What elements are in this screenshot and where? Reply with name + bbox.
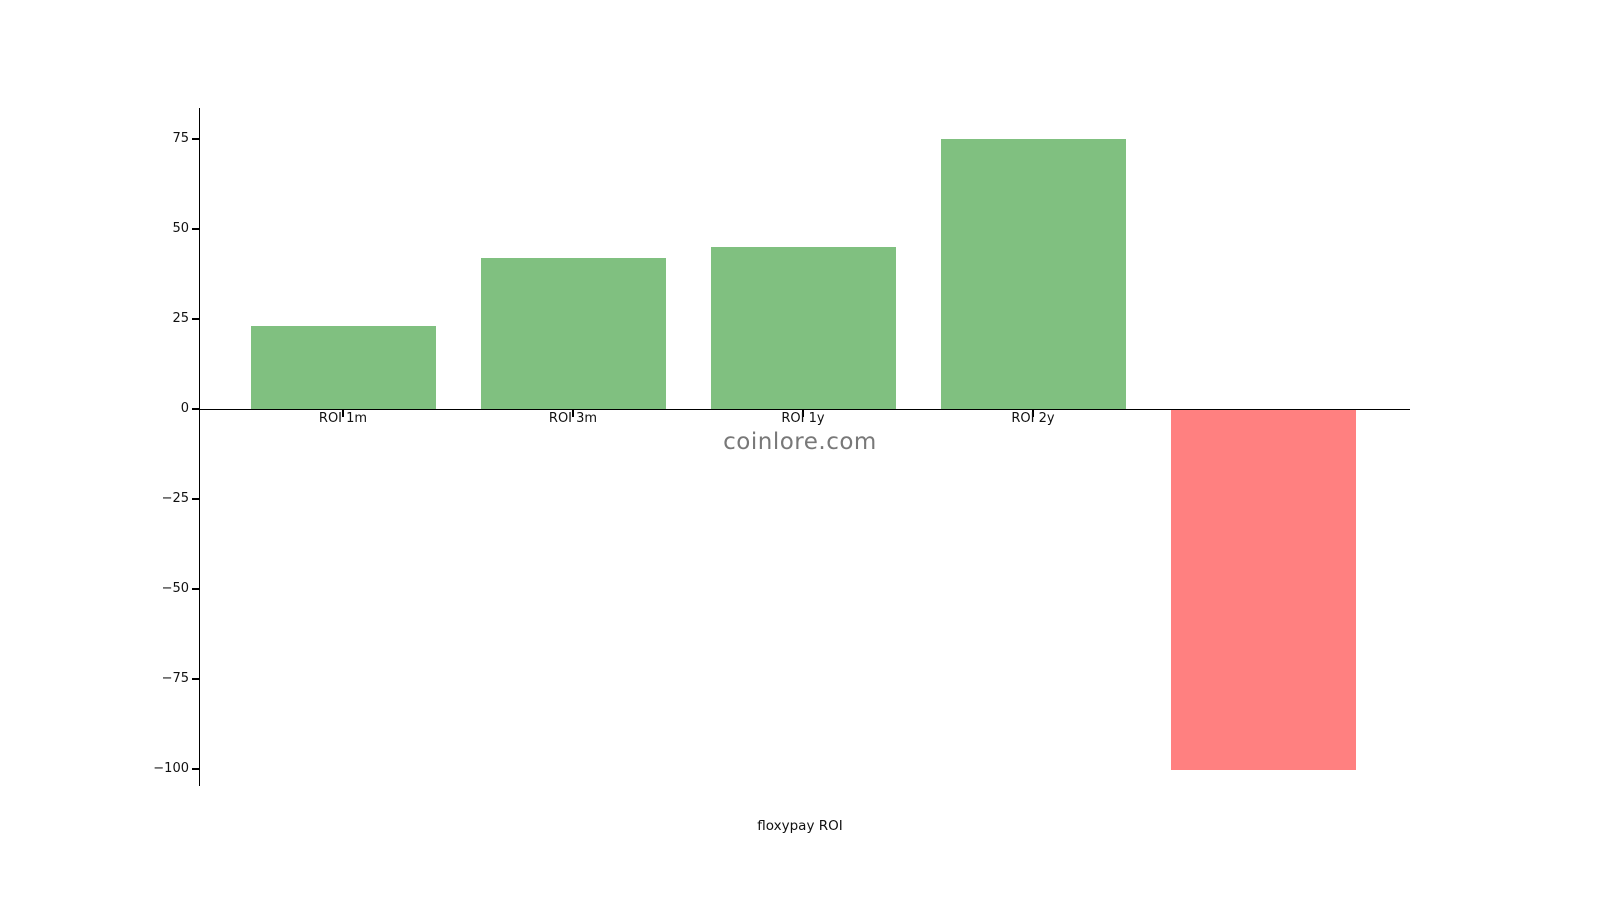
x-tick-label-roi-3m: ROI 3m (548, 411, 598, 426)
bar-roi-1m (250, 326, 436, 409)
y-tick-mark (192, 228, 199, 230)
bar-roi-2y (940, 139, 1126, 409)
x-tick-mark (342, 410, 344, 417)
x-tick-label-roi-1y: ROI 1y (781, 411, 825, 426)
y-tick-label--75: −75 (161, 671, 189, 686)
x-axis-title: floxypay ROI (757, 818, 843, 834)
bar-unlabeled-4 (1170, 410, 1356, 771)
y-tick-label-0: 0 (180, 401, 189, 416)
y-tick-mark (192, 588, 199, 590)
y-tick-label--50: −50 (161, 581, 189, 596)
x-tick-mark (802, 410, 804, 417)
y-tick-mark (192, 678, 199, 680)
bar-roi-1y (710, 247, 896, 409)
y-tick-mark (192, 768, 199, 770)
y-tick-mark (192, 498, 199, 500)
watermark-text: coinlore.com (723, 429, 877, 455)
x-tick-mark (572, 410, 574, 417)
x-tick-label-roi-1m: ROI 1m (318, 411, 368, 426)
y-tick-mark (192, 408, 199, 410)
y-tick-label--100: −100 (153, 761, 189, 776)
y-tick-mark (192, 318, 199, 320)
y-tick-label-25: 25 (172, 311, 189, 326)
y-tick-label-50: 50 (172, 221, 189, 236)
x-tick-label-roi-2y: ROI 2y (1011, 411, 1055, 426)
bar-roi-3m (480, 257, 666, 409)
y-tick-label--25: −25 (161, 491, 189, 506)
x-tick-mark (1032, 410, 1034, 417)
y-tick-mark (192, 138, 199, 140)
y-tick-label-75: 75 (172, 131, 189, 146)
y-axis-line (199, 108, 201, 786)
x-axis-zero-line (199, 409, 1410, 411)
